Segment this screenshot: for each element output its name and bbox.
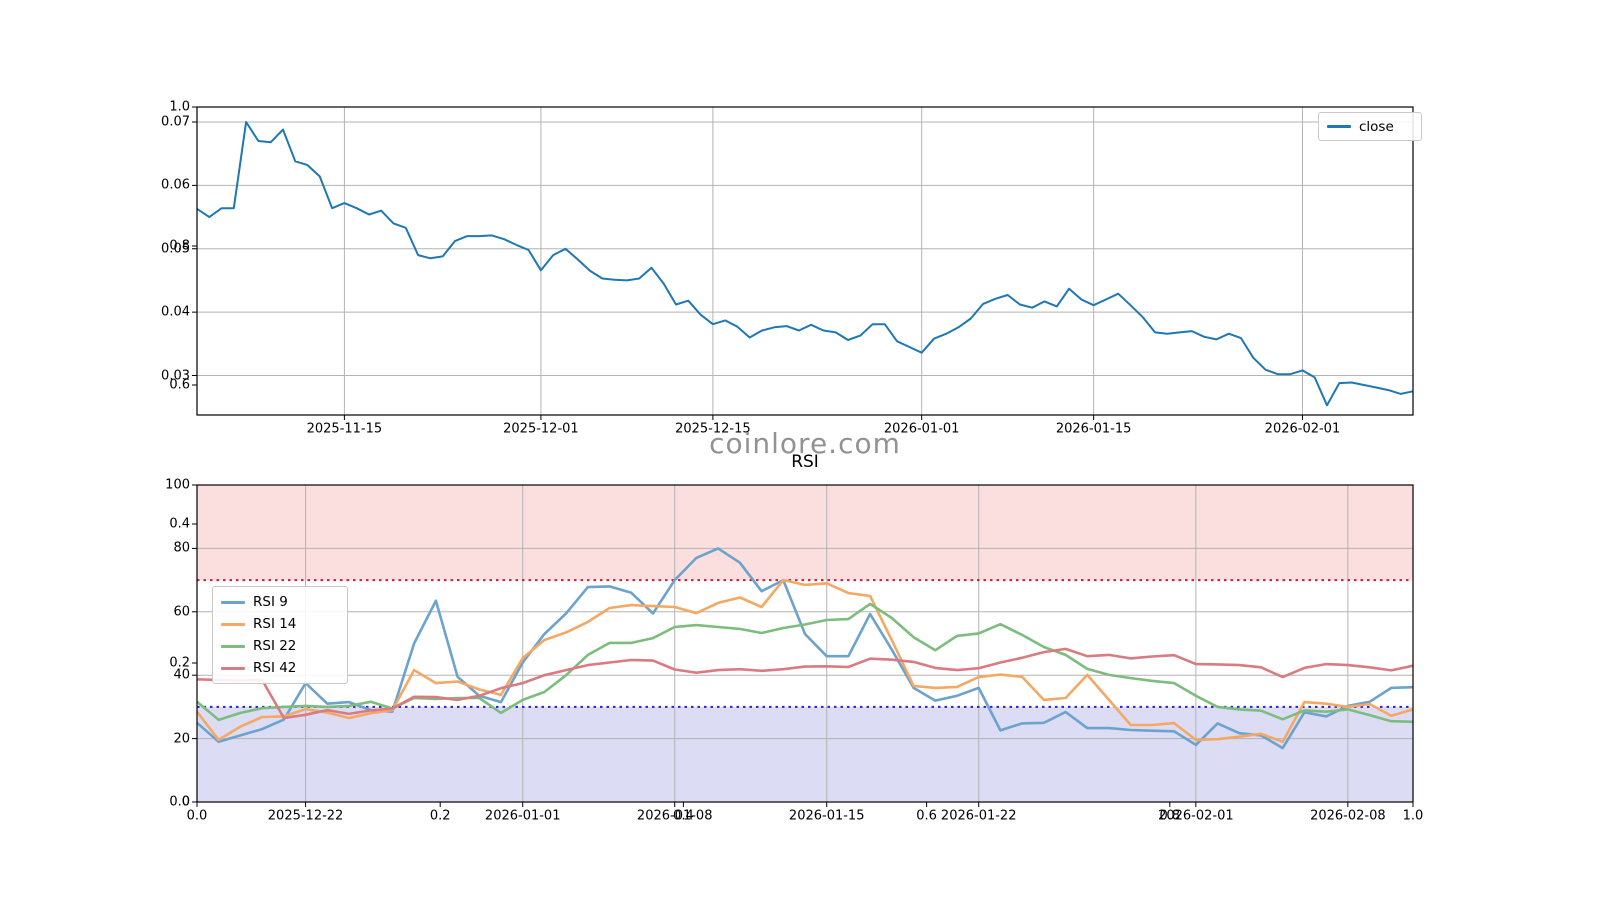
date-xtick-label: 2025-11-15 [306,421,383,437]
date-xtick-label: 2026-01-08 [636,808,713,824]
watermark: coinlore.com [709,427,901,460]
price-ytick-label: 0.06 [161,177,190,193]
close-legend: close [1318,112,1422,141]
overlay-ytick-label: 0.2 [169,655,190,671]
overlay-xtick-label: 0.0 [186,808,208,824]
rsi-ytick-label: 0 [181,794,190,810]
overlay-xtick-label: 1.0 [1402,808,1424,824]
close-legend-row: close [1327,116,1413,138]
date-xtick-label: 2026-02-01 [1158,808,1234,824]
overlay-xtick-label: 0.2 [429,808,451,824]
price-ytick-label: 0.05 [161,241,190,257]
rsi-legend: RSI 9 RSI 14 RSI 22 RSI 42 [212,586,348,684]
overlay-ytick-label: 0.4 [169,516,190,532]
price-ytick-label: 0.07 [161,114,190,130]
price-ytick-label: 0.03 [161,368,190,383]
rsi9-line-swatch [221,600,245,604]
date-xtick-label: 2026-01-01 [883,421,960,437]
rsi9-legend-label: RSI 9 [253,594,288,610]
rsi22-legend-label: RSI 22 [253,638,297,654]
overlay-ytick-label: 0.0 [169,794,190,810]
overlay-ytick-label: 0.8 [169,238,190,254]
rsi-ytick-label: 20 [173,731,190,747]
rsi22-line-swatch [221,644,245,648]
rsi42-line-swatch [221,666,245,670]
overlay-xtick-label: 0.4 [673,808,694,824]
rsi-ytick-label: 60 [173,604,190,620]
date-xtick-label: 2026-01-01 [484,808,561,824]
overlay-ytick-label: 0.6 [169,377,190,393]
date-xtick-label: 2026-02-08 [1310,808,1386,824]
overlay-ytick-label: 1.0 [169,99,190,115]
close-line-swatch [1327,125,1351,128]
rsi22-legend-row: RSI 22 [221,635,339,657]
rsi14-legend-row: RSI 14 [221,613,339,635]
rsi14-line-swatch [221,622,245,626]
price-ytick-label: 0.04 [161,304,190,320]
rsi42-legend-label: RSI 42 [253,660,297,676]
date-xtick-label: 2025-12-22 [267,808,344,824]
date-xtick-label: 2026-01-15 [788,808,865,824]
date-xtick-label: 2026-02-01 [1264,421,1341,437]
date-xtick-label: 2026-01-22 [940,808,1017,824]
rsi14-legend-label: RSI 14 [253,616,297,632]
overlay-xtick-label: 0.8 [1159,808,1181,824]
rsi-ytick-label: 80 [173,540,190,556]
rsi-title: RSI [791,452,819,472]
overlay-xtick-label: 0.6 [916,808,937,824]
rsi42-legend-row: RSI 42 [221,657,339,679]
rsi9-legend-row: RSI 9 [221,591,339,613]
rsi-ytick-label: 100 [165,477,190,493]
close-legend-label: close [1359,118,1394,135]
date-xtick-label: 2025-12-15 [675,421,751,437]
date-xtick-label: 2025-12-01 [503,421,579,437]
rsi-ytick-label: 40 [173,667,190,683]
date-xtick-label: 2026-01-15 [1055,421,1132,437]
